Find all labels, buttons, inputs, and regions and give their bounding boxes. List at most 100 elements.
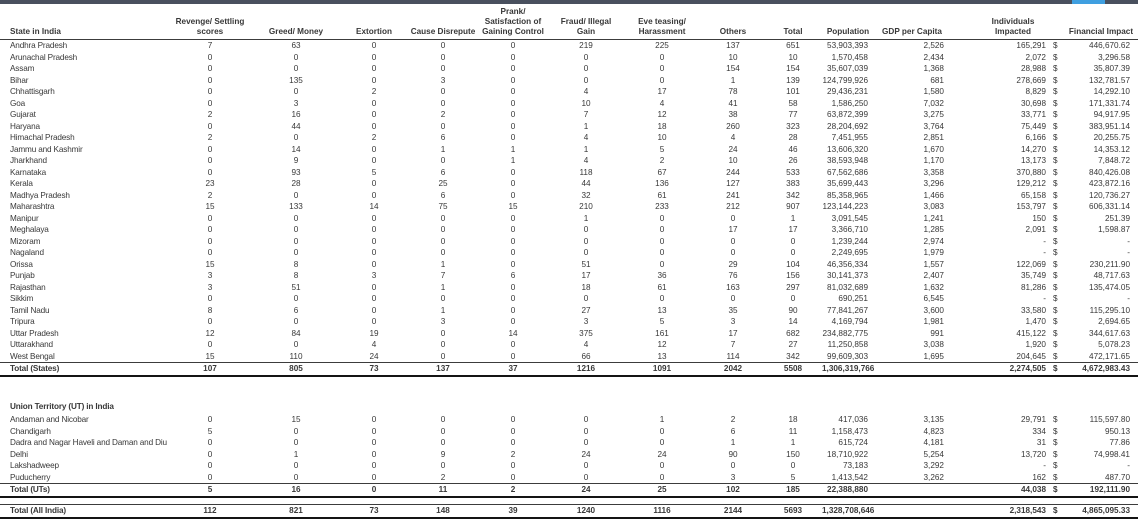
- cell-extortion[interactable]: 0: [371, 438, 377, 447]
- cell-greed-money[interactable]: 0: [293, 236, 299, 246]
- cell-fraud-illegal-gain[interactable]: 51: [581, 259, 591, 269]
- cell-cause-disrepute[interactable]: 0: [440, 340, 446, 349]
- cell-population[interactable]: 38,593,948: [827, 156, 868, 165]
- cell-others[interactable]: 2042: [700, 362, 766, 377]
- cell-others[interactable]: 2: [730, 415, 736, 424]
- cell-fraud-illegal-gain[interactable]: 24: [581, 449, 591, 459]
- cell-revenge-settling[interactable]: 0: [207, 317, 213, 326]
- cell-extortion[interactable]: 5: [371, 167, 377, 177]
- cell-state[interactable]: Sikkim: [10, 294, 34, 303]
- cell-gdp-per-capita[interactable]: 1,670: [923, 144, 945, 154]
- cell-prank[interactable]: 0: [510, 317, 516, 326]
- cell-total[interactable]: 907: [786, 202, 800, 211]
- cell-others[interactable]: 212: [726, 202, 740, 211]
- cell-greed-money[interactable]: 44: [291, 121, 301, 131]
- cell-financial-impact[interactable]: 74,998.41: [1093, 449, 1130, 459]
- cell-total[interactable]: 651: [786, 41, 800, 50]
- cell-individuals-impacted[interactable]: 8,829: [1025, 87, 1047, 96]
- cell-gdp-per-capita[interactable]: [876, 503, 948, 519]
- cell-gdp-per-capita[interactable]: 4,181: [923, 438, 945, 447]
- cell-gdp-per-capita[interactable]: 4,823: [923, 426, 945, 436]
- cell-extortion[interactable]: 2: [371, 133, 377, 142]
- cell-extortion[interactable]: 0: [371, 248, 377, 257]
- cell-financial-impact[interactable]: 4,865,095.33: [1064, 503, 1138, 519]
- cell-fraud-illegal-gain[interactable]: 4: [583, 156, 589, 165]
- cell-fraud-illegal-gain[interactable]: 1240: [548, 503, 624, 519]
- cell-financial-impact[interactable]: 487.70: [1104, 472, 1130, 482]
- cell-extortion[interactable]: 0: [371, 190, 377, 200]
- cell-extortion[interactable]: 0: [371, 64, 377, 73]
- currency-symbol[interactable]: $: [1053, 41, 1058, 50]
- cell-prank[interactable]: 0: [510, 415, 516, 424]
- col-header-state[interactable]: State in India: [0, 4, 168, 40]
- cell-fraud-illegal-gain[interactable]: 1: [583, 144, 589, 154]
- cell-gdp-per-capita[interactable]: 3,038: [923, 340, 945, 349]
- cell-financial-impact[interactable]: 14,353.12: [1093, 144, 1130, 154]
- cell-population[interactable]: 615,724: [838, 438, 868, 447]
- cell-eve-teasing[interactable]: 0: [659, 472, 665, 482]
- cell-state[interactable]: Goa: [10, 98, 26, 108]
- cell-revenge-settling[interactable]: 2: [207, 133, 213, 142]
- cell-gdp-per-capita[interactable]: 2,434: [923, 52, 945, 62]
- cell-gdp-per-capita[interactable]: 5,254: [923, 449, 945, 459]
- cell-prank[interactable]: 0: [510, 426, 516, 436]
- cell-fraud-illegal-gain[interactable]: 0: [583, 236, 589, 246]
- col-header-currency[interactable]: [1048, 4, 1064, 40]
- cell-greed-money[interactable]: 0: [293, 190, 299, 200]
- cell-fraud-illegal-gain[interactable]: 1: [583, 213, 589, 223]
- currency-symbol[interactable]: $: [1053, 225, 1058, 234]
- cell-revenge-settling[interactable]: 5: [168, 483, 252, 498]
- cell-individuals-impacted[interactable]: 2,091: [1025, 225, 1047, 234]
- cell-state[interactable]: Gujarat: [10, 110, 36, 119]
- col-header-fraud-illegal-gain[interactable]: Fraud/ Illegal Gain: [548, 4, 624, 40]
- cell-financial-impact[interactable]: 2,694.65: [1098, 317, 1130, 326]
- cell-extortion[interactable]: 0: [371, 52, 377, 62]
- cell-revenge-settling[interactable]: 8: [207, 305, 213, 315]
- cell-extortion[interactable]: 14: [369, 202, 379, 211]
- cell-population[interactable]: 690,251: [838, 294, 868, 303]
- cell-state[interactable]: Uttar Pradesh: [10, 328, 59, 338]
- cell-greed-money[interactable]: 16: [291, 110, 301, 119]
- cell-prank[interactable]: 0: [510, 294, 516, 303]
- cell-fraud-illegal-gain[interactable]: 17: [581, 271, 591, 280]
- cell-eve-teasing[interactable]: 1116: [624, 503, 700, 519]
- cell-greed-money[interactable]: 0: [293, 426, 299, 436]
- cell-state[interactable]: Arunachal Pradesh: [10, 52, 78, 62]
- cell-state[interactable]: Total (States): [0, 362, 168, 377]
- cell-individuals-impacted[interactable]: 65,158: [1020, 190, 1046, 200]
- cell-state[interactable]: Chandigarh: [10, 426, 51, 436]
- cell-fraud-illegal-gain[interactable]: 18: [581, 282, 591, 292]
- cell-state[interactable]: Orissa: [10, 259, 33, 269]
- cell-others[interactable]: 114: [726, 351, 740, 361]
- cell-others[interactable]: 3: [730, 317, 736, 326]
- cell-eve-teasing[interactable]: 13: [657, 351, 667, 361]
- cell-fraud-illegal-gain[interactable]: 27: [581, 305, 591, 315]
- cell-fraud-illegal-gain[interactable]: 3: [583, 317, 589, 326]
- cell-state[interactable]: Tamil Nadu: [10, 305, 50, 315]
- cell-eve-teasing[interactable]: 0: [659, 294, 665, 303]
- cell-greed-money[interactable]: 0: [293, 133, 299, 142]
- cell-gdp-per-capita[interactable]: 2,407: [923, 271, 945, 280]
- cell-greed-money[interactable]: 0: [293, 225, 299, 234]
- cell-financial-impact[interactable]: 4,672,983.43: [1064, 362, 1138, 377]
- cell-cause-disrepute[interactable]: 0: [440, 294, 446, 303]
- cell-others[interactable]: 6: [730, 426, 736, 436]
- cell-gdp-per-capita[interactable]: 1,368: [923, 64, 945, 73]
- cell-greed-money[interactable]: 15: [291, 415, 301, 424]
- cell-extortion[interactable]: 4: [371, 340, 377, 349]
- currency-symbol[interactable]: $: [1053, 472, 1058, 482]
- cell-state[interactable]: Madhya Pradesh: [10, 190, 70, 200]
- cell-fraud-illegal-gain[interactable]: 210: [579, 202, 593, 211]
- cell-financial-impact[interactable]: 3,296.58: [1098, 52, 1130, 62]
- cell-greed-money[interactable]: 0: [293, 461, 299, 470]
- cell-financial-impact[interactable]: 132,781.57: [1089, 75, 1130, 85]
- cell-population[interactable]: 1,413,542: [831, 472, 868, 482]
- col-header-eve-teasing[interactable]: Eve teasing/ Harassment: [624, 4, 700, 40]
- cell-financial-impact[interactable]: 20,255.75: [1093, 133, 1130, 142]
- cell-population[interactable]: 1,306,319,766: [820, 362, 876, 377]
- currency-symbol[interactable]: $: [1053, 461, 1058, 470]
- cell-eve-teasing[interactable]: 4: [659, 98, 665, 108]
- cell-gdp-per-capita[interactable]: 2,851: [923, 133, 945, 142]
- cell-extortion[interactable]: 0: [371, 98, 377, 108]
- currency-symbol[interactable]: $: [1053, 179, 1058, 188]
